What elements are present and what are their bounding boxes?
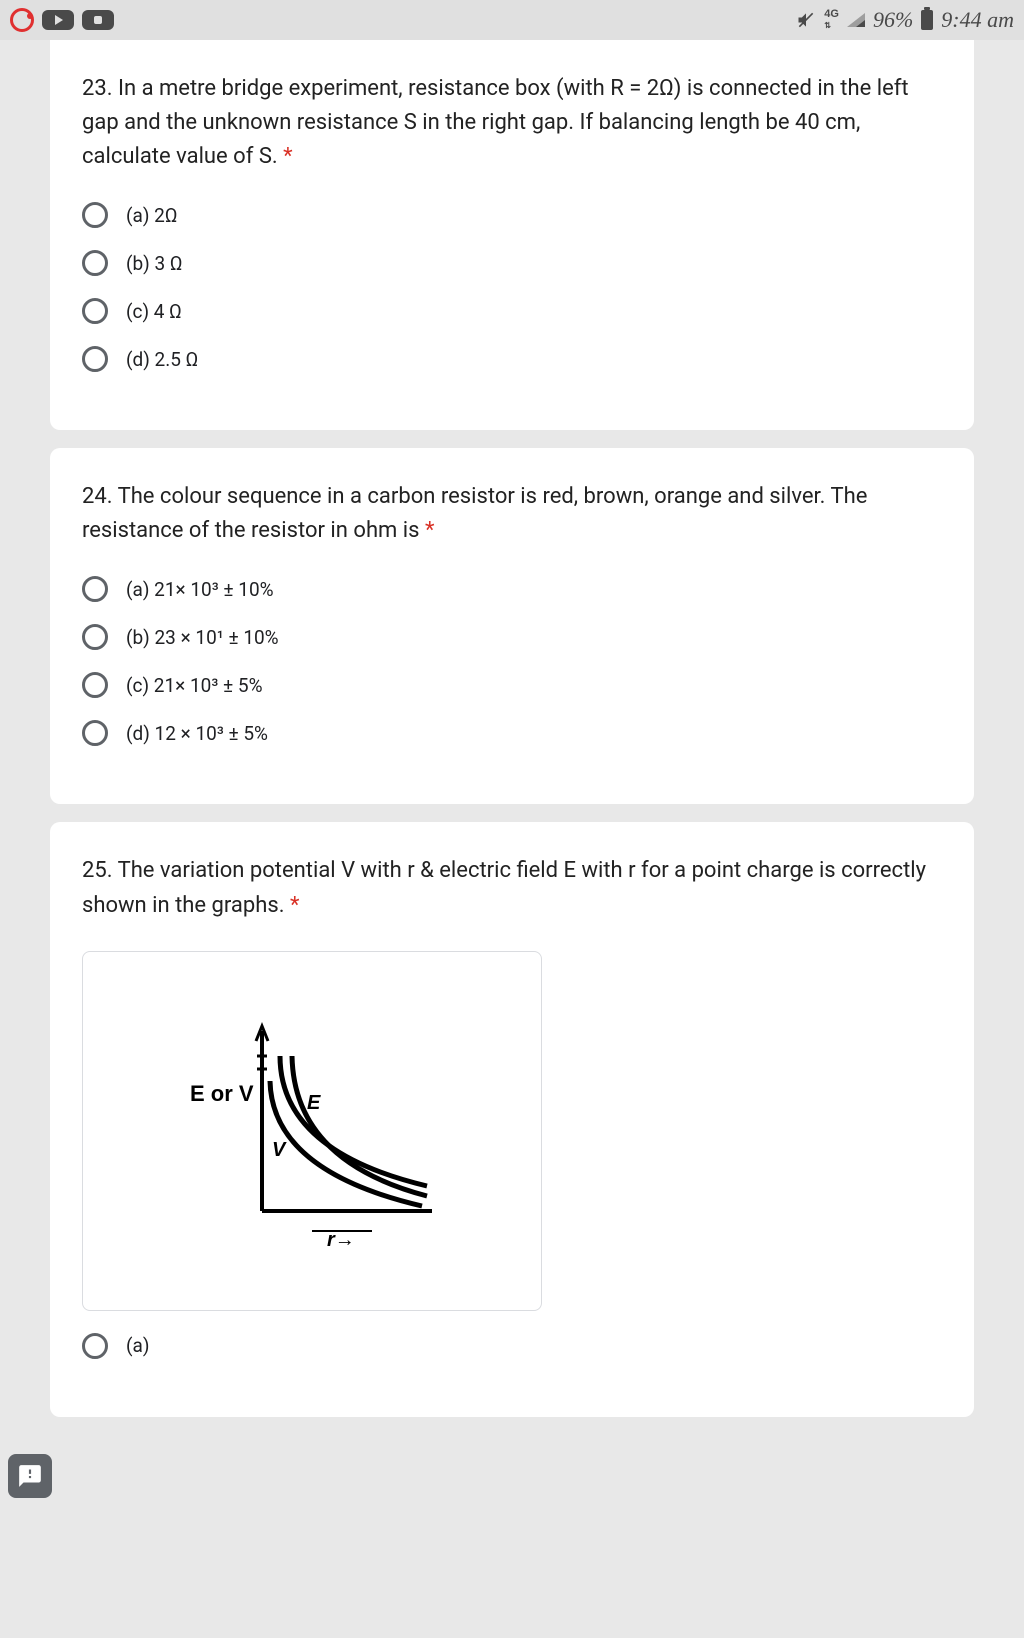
radio-icon[interactable] xyxy=(82,346,108,372)
form-container: 23. In a metre bridge experiment, resist… xyxy=(0,40,1024,1475)
question-text: 25. The variation potential V with r & e… xyxy=(82,854,942,922)
status-bar: 4G⇅ 96% 9:44 am xyxy=(0,0,1024,40)
option-a[interactable]: (a) xyxy=(82,1333,942,1359)
report-icon xyxy=(17,1463,43,1489)
required-asterisk: * xyxy=(283,144,292,169)
play-pill-icon xyxy=(42,10,74,30)
report-button[interactable] xyxy=(8,1454,52,1498)
network-icon: 4G⇅ xyxy=(824,9,839,31)
option-b[interactable]: (b) 23 × 10¹ ± 10% xyxy=(82,624,942,650)
required-asterisk: * xyxy=(425,518,434,543)
radio-icon[interactable] xyxy=(82,298,108,324)
radio-icon[interactable] xyxy=(82,720,108,746)
question-card-24: 24. The colour sequence in a carbon resi… xyxy=(50,448,974,804)
option-b[interactable]: (b) 3 Ω xyxy=(82,250,942,276)
option-a[interactable]: (a) 21× 10³ ± 10% xyxy=(82,576,942,602)
radio-icon[interactable] xyxy=(82,250,108,276)
clock: 9:44 am xyxy=(941,7,1014,33)
question-card-25: 25. The variation potential V with r & e… xyxy=(50,822,974,1416)
status-left xyxy=(10,8,796,32)
record-icon xyxy=(10,8,34,32)
option-c[interactable]: (c) 4 Ω xyxy=(82,298,942,324)
option-d[interactable]: (d) 2.5 Ω xyxy=(82,346,942,372)
radio-icon[interactable] xyxy=(82,576,108,602)
mute-icon xyxy=(796,10,816,30)
graph-image: E or V E V r→ xyxy=(82,951,542,1311)
y-axis-label: E or V xyxy=(190,1081,254,1106)
radio-icon[interactable] xyxy=(82,624,108,650)
question-text: 23. In a metre bridge experiment, resist… xyxy=(82,72,942,174)
radio-icon[interactable] xyxy=(82,202,108,228)
question-text: 24. The colour sequence in a carbon resi… xyxy=(82,480,942,548)
radio-icon[interactable] xyxy=(82,1333,108,1359)
svg-text:E: E xyxy=(307,1092,321,1114)
radio-icon[interactable] xyxy=(82,672,108,698)
graph-svg: E or V E V r→ xyxy=(152,1001,472,1261)
option-c[interactable]: (c) 21× 10³ ± 5% xyxy=(82,672,942,698)
battery-pct: 96% xyxy=(873,7,913,33)
required-asterisk: * xyxy=(290,893,299,918)
battery-icon xyxy=(921,10,933,30)
svg-text:V: V xyxy=(272,1139,287,1161)
signal-icon xyxy=(847,13,865,27)
status-right: 4G⇅ 96% 9:44 am xyxy=(796,7,1014,33)
question-card-23: 23. In a metre bridge experiment, resist… xyxy=(50,40,974,430)
square-pill-icon xyxy=(82,10,114,30)
option-a[interactable]: (a) 2Ω xyxy=(82,202,942,228)
x-axis-label: r→ xyxy=(327,1229,355,1251)
option-d[interactable]: (d) 12 × 10³ ± 5% xyxy=(82,720,942,746)
